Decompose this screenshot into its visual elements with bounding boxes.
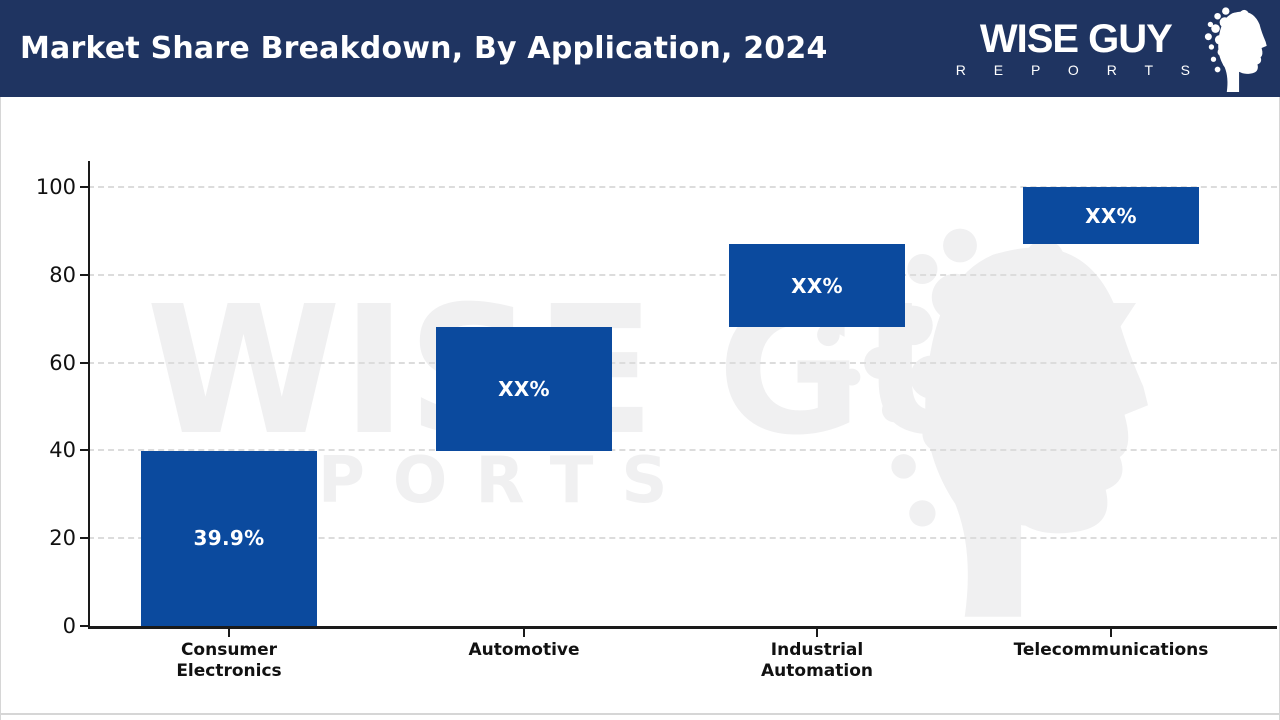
y-tick-mark	[80, 537, 88, 540]
bar-value-label: XX%	[791, 273, 843, 298]
y-tick-label: 0	[62, 614, 76, 638]
gridline-60	[88, 361, 1277, 364]
y-tick-label: 20	[49, 526, 76, 551]
x-category-label-consumer-electronics: Consumer Electronics	[176, 640, 282, 681]
watermark-wordmark: WISE GUY	[146, 268, 1136, 474]
y-tick-mark	[80, 361, 88, 364]
chart-area: WISE GUY REPORTS	[0, 97, 1280, 720]
gridline-20	[88, 537, 1277, 540]
y-axis	[88, 161, 90, 628]
x-category-label-industrial-automation: Industrial Automation	[761, 640, 873, 681]
x-axis	[88, 626, 1277, 629]
x-category-label-automotive: Automotive	[468, 640, 580, 660]
y-tick-label: 60	[49, 350, 76, 375]
bar-value-label: XX%	[498, 377, 550, 402]
bar-consumer-electronics: 39.9%	[141, 450, 317, 626]
gridline-100	[88, 186, 1277, 188]
brand-head-icon	[1204, 6, 1267, 92]
y-tick-label: 100	[35, 175, 76, 199]
x-tick-mark	[523, 629, 525, 637]
brand-subtitle: R E P O R T S	[955, 62, 1202, 78]
y-tick-label: 80	[49, 262, 76, 287]
y-tick-mark	[80, 273, 88, 276]
brand-logo: WISE GUY R E P O R T S	[950, 6, 1268, 92]
y-tick-mark	[80, 625, 88, 627]
bottom-divider	[0, 713, 1280, 715]
y-tick-mark	[80, 449, 88, 452]
x-category-label-telecommunications: Telecommunications	[1013, 640, 1209, 660]
bar-industrial-automation: XX%	[729, 244, 905, 328]
x-tick-mark	[1110, 629, 1112, 637]
bar-automotive: XX%	[436, 327, 612, 451]
y-tick-mark	[80, 186, 88, 188]
bar-telecommunications: XX%	[1023, 187, 1199, 245]
brand-logo-text: WISE GUY R E P O R T S	[950, 19, 1202, 78]
brand-name: WISE GUY	[979, 17, 1173, 61]
y-tick-label: 40	[49, 438, 76, 463]
gridline-40	[88, 449, 1277, 452]
x-tick-mark	[816, 629, 818, 637]
bar-value-label: XX%	[1085, 203, 1137, 228]
header-bar: Market Share Breakdown, By Application, …	[0, 0, 1280, 97]
bar-value-label: 39.9%	[193, 526, 265, 551]
gridline-80	[88, 273, 1277, 276]
x-tick-mark	[228, 629, 230, 637]
page-title: Market Share Breakdown, By Application, …	[20, 31, 828, 66]
